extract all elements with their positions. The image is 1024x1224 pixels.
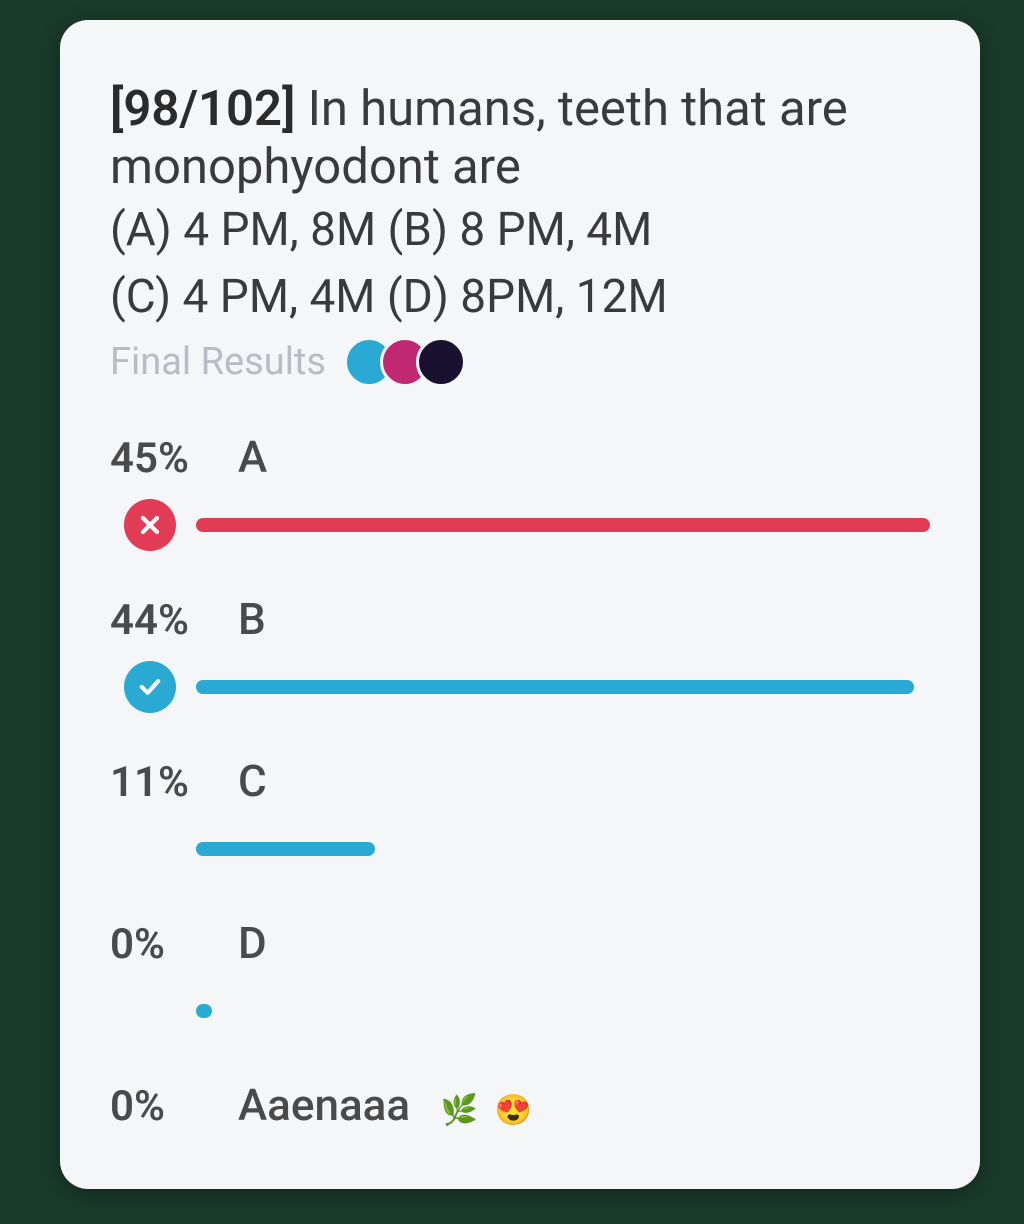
answer-options-line-1: (A) 4 PM, 8M (B) 8 PM, 4M bbox=[110, 202, 930, 260]
poll-letter: A bbox=[238, 431, 267, 483]
option-b-text: 8 PM, 4M bbox=[459, 203, 652, 257]
final-results-row: Final Results bbox=[110, 337, 930, 387]
wrong-badge-icon bbox=[124, 499, 176, 551]
poll-bar-track bbox=[196, 1004, 930, 1018]
poll-option[interactable]: 0% D bbox=[110, 917, 930, 1037]
poll-percent: 0% bbox=[110, 920, 220, 969]
poll-letter: C bbox=[238, 755, 267, 807]
poll-option[interactable]: 44% B bbox=[110, 593, 930, 713]
option-c-letter: (C) bbox=[110, 270, 171, 324]
poll-option[interactable]: 11% C bbox=[110, 755, 930, 875]
poll-bar-track bbox=[196, 680, 930, 694]
voter-avatar[interactable] bbox=[416, 337, 466, 387]
option-a-text: 4 PM, 8M bbox=[183, 203, 376, 257]
poll-extra-text: Aaenaaa bbox=[238, 1079, 410, 1131]
poll-letter: B bbox=[238, 593, 266, 645]
poll-bar-fill bbox=[196, 842, 375, 856]
correct-badge-icon bbox=[124, 661, 176, 713]
poll-bar-track bbox=[196, 842, 930, 856]
poll-extra-row: 0% Aaenaaa 🌿 😍 bbox=[110, 1079, 930, 1134]
voter-avatars[interactable] bbox=[344, 337, 466, 387]
option-d-letter: (D) bbox=[387, 270, 449, 324]
question-text: [98/102] In humans, teeth that are monop… bbox=[110, 80, 930, 196]
option-a-letter: (A) bbox=[110, 203, 172, 257]
answer-options-line-2: (C) 4 PM, 4M (D) 8PM, 12M bbox=[110, 269, 930, 327]
poll-card: [98/102] In humans, teeth that are monop… bbox=[60, 20, 980, 1189]
poll-bar-fill bbox=[196, 518, 930, 532]
poll-extra-emojis: 🌿 😍 bbox=[436, 1087, 536, 1133]
poll-extra-percent: 0% bbox=[110, 1082, 220, 1131]
poll-option[interactable]: 45% A bbox=[110, 431, 930, 551]
poll-bar-fill bbox=[196, 1004, 212, 1018]
poll-percent: 11% bbox=[110, 758, 220, 807]
poll-percent: 44% bbox=[110, 596, 220, 645]
question-counter: [98/102] bbox=[110, 80, 295, 137]
final-results-label: Final Results bbox=[110, 340, 326, 384]
poll-percent: 45% bbox=[110, 434, 220, 483]
heart-eyes-emoji-icon: 😍 bbox=[490, 1087, 536, 1133]
poll-results-list: 45% A 44% B 11% C 0% D bbox=[110, 431, 930, 1037]
poll-letter: D bbox=[238, 917, 267, 969]
option-d-text: 8PM, 12M bbox=[460, 270, 667, 324]
option-c-text: 4 PM, 4M bbox=[183, 270, 376, 324]
leaf-emoji-icon: 🌿 bbox=[436, 1087, 482, 1133]
option-b-letter: (B) bbox=[388, 203, 448, 257]
poll-bar-track bbox=[196, 518, 930, 532]
poll-bar-fill bbox=[196, 680, 914, 694]
